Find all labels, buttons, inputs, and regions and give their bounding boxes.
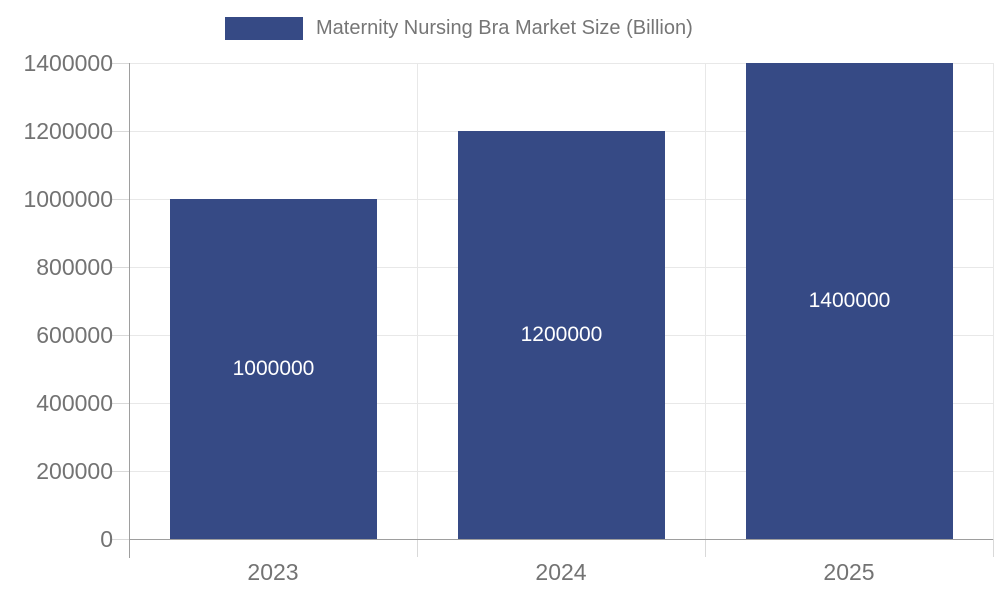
y-axis-tick xyxy=(110,471,129,472)
bar[interactable] xyxy=(170,199,377,539)
y-axis-tick xyxy=(110,199,129,200)
x-axis-label: 2025 xyxy=(823,559,875,585)
y-axis-tick-label: 200000 xyxy=(36,458,113,484)
y-axis-tick-label: 800000 xyxy=(36,254,113,280)
y-axis-tick xyxy=(110,267,129,268)
x-axis-label: 2024 xyxy=(535,559,587,585)
y-axis-tick xyxy=(110,131,129,132)
legend-label: Maternity Nursing Bra Market Size (Billi… xyxy=(316,17,693,39)
x-gridline xyxy=(993,63,994,539)
y-gridline xyxy=(129,63,993,64)
y-axis-tick-label: 400000 xyxy=(36,390,113,416)
x-axis-label: 2023 xyxy=(247,559,299,585)
y-axis-tick-label: 0 xyxy=(100,526,113,552)
y-axis-tick-label: 1400000 xyxy=(23,50,113,76)
x-axis-tick xyxy=(417,539,418,557)
y-axis-tick xyxy=(110,335,129,336)
bar-value-label: 1000000 xyxy=(232,357,315,380)
y-axis-tick xyxy=(110,63,129,64)
y-axis-tick xyxy=(110,539,129,540)
x-gridline xyxy=(417,63,418,539)
y-axis-line xyxy=(129,63,130,558)
y-axis-tick-label: 1000000 xyxy=(23,186,113,212)
y-axis-tick-label: 1200000 xyxy=(23,118,113,144)
x-gridline xyxy=(705,63,706,539)
bar-value-label: 1400000 xyxy=(808,289,891,312)
legend-item[interactable]: Maternity Nursing Bra Market Size (Billi… xyxy=(225,17,693,40)
x-axis-line xyxy=(129,539,993,540)
legend-swatch-icon xyxy=(225,17,303,40)
x-axis-tick xyxy=(705,539,706,557)
bar-value-label: 1200000 xyxy=(520,323,603,346)
y-axis-tick xyxy=(110,403,129,404)
bar[interactable] xyxy=(458,131,665,539)
bar[interactable] xyxy=(746,63,953,539)
y-axis-tick-label: 600000 xyxy=(36,322,113,348)
x-axis-tick xyxy=(993,539,994,557)
